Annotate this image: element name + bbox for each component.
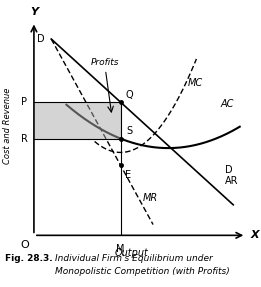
- Text: S: S: [126, 126, 132, 136]
- Text: E: E: [125, 170, 131, 180]
- Text: AR: AR: [224, 176, 238, 186]
- Text: M: M: [116, 244, 125, 254]
- Text: Individual Firm's Equilibrium under: Individual Firm's Equilibrium under: [55, 254, 212, 263]
- Text: Cost and Revenue: Cost and Revenue: [3, 88, 12, 164]
- Text: AC: AC: [220, 100, 234, 109]
- Bar: [34, 102, 121, 139]
- Text: Fig. 28.3.: Fig. 28.3.: [5, 254, 53, 263]
- Text: Y: Y: [30, 7, 38, 17]
- Text: O: O: [21, 240, 29, 250]
- Text: Profits: Profits: [91, 58, 120, 67]
- Text: D: D: [224, 165, 232, 175]
- Text: R: R: [21, 133, 27, 144]
- Text: Monopolistic Competition (with Profits): Monopolistic Competition (with Profits): [55, 267, 230, 276]
- Text: MR: MR: [142, 193, 157, 203]
- Text: Q: Q: [126, 90, 134, 100]
- Text: P: P: [21, 97, 27, 107]
- Text: D: D: [37, 34, 45, 44]
- Text: Output: Output: [115, 248, 148, 258]
- Text: X: X: [251, 230, 259, 240]
- Text: MC: MC: [188, 78, 203, 88]
